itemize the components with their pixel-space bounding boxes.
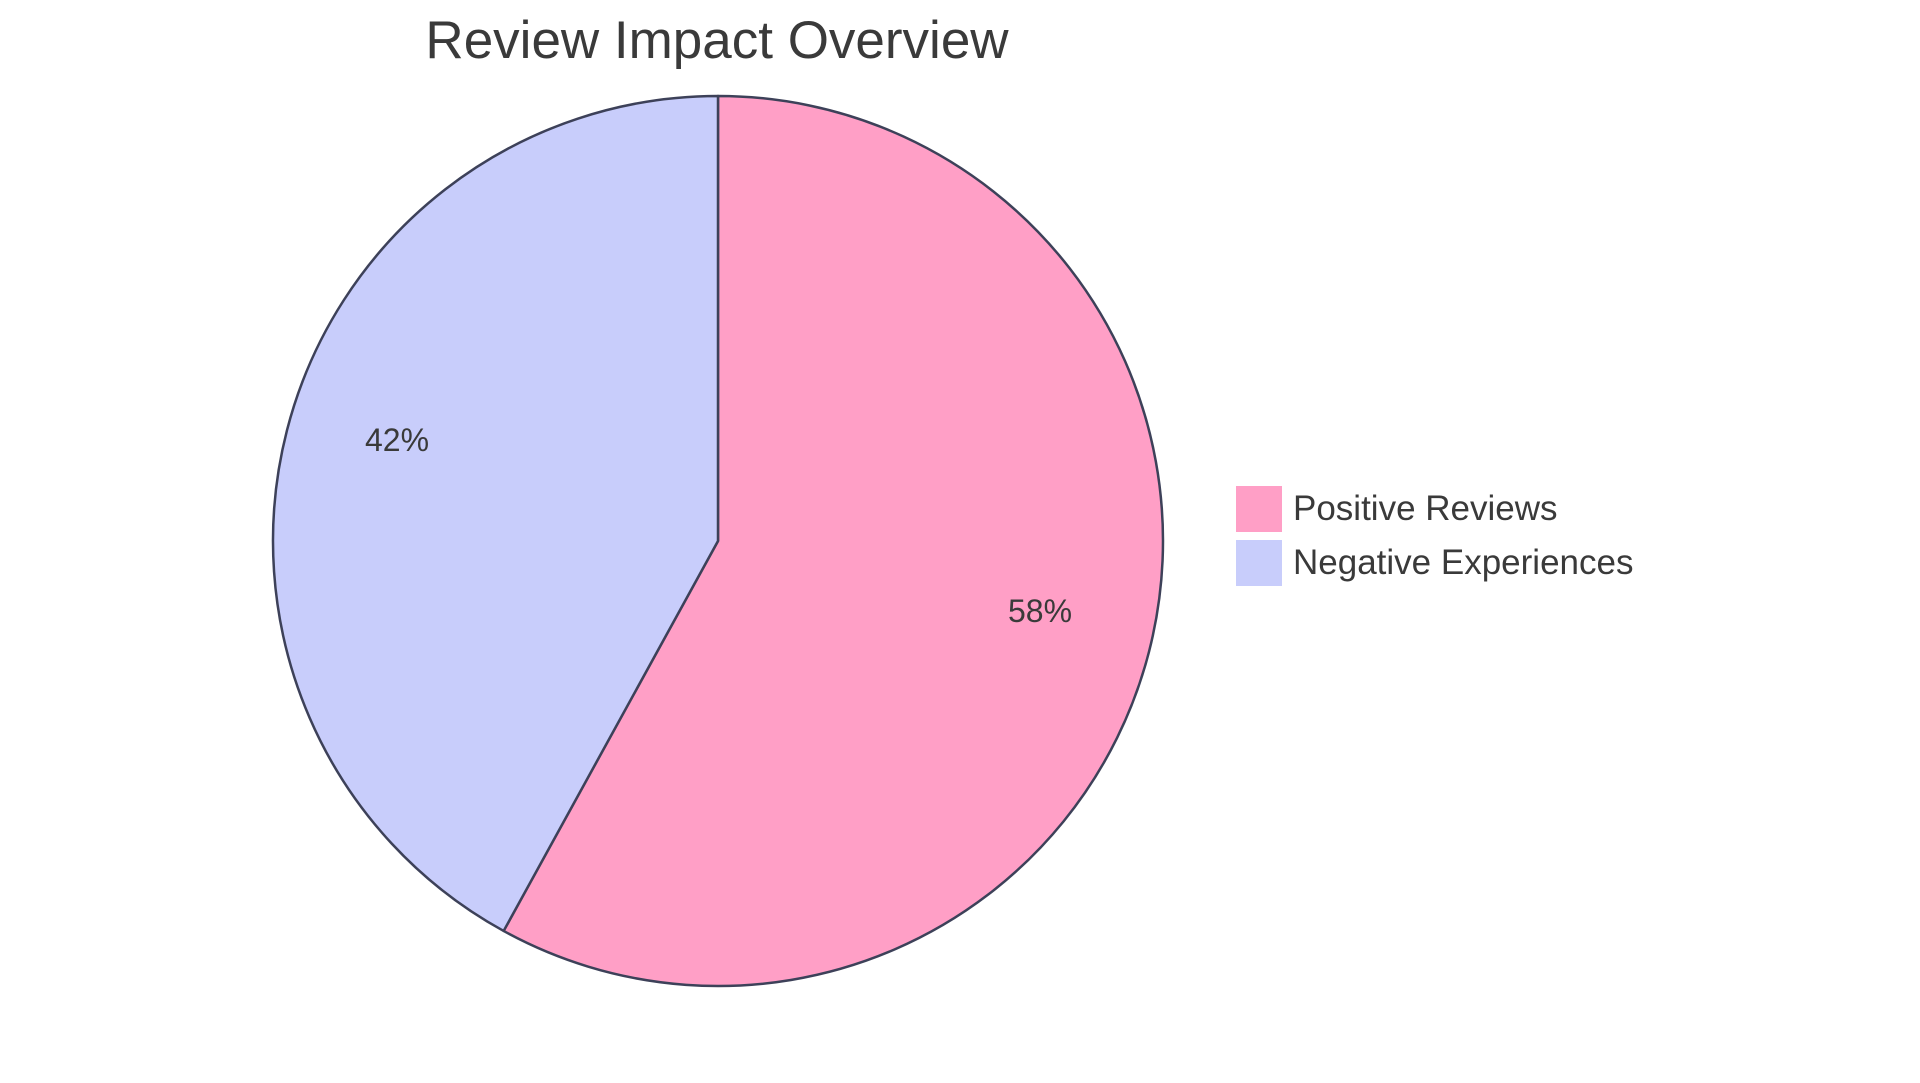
svg-text:42%: 42% <box>365 422 429 458</box>
svg-text:58%: 58% <box>1008 593 1072 629</box>
